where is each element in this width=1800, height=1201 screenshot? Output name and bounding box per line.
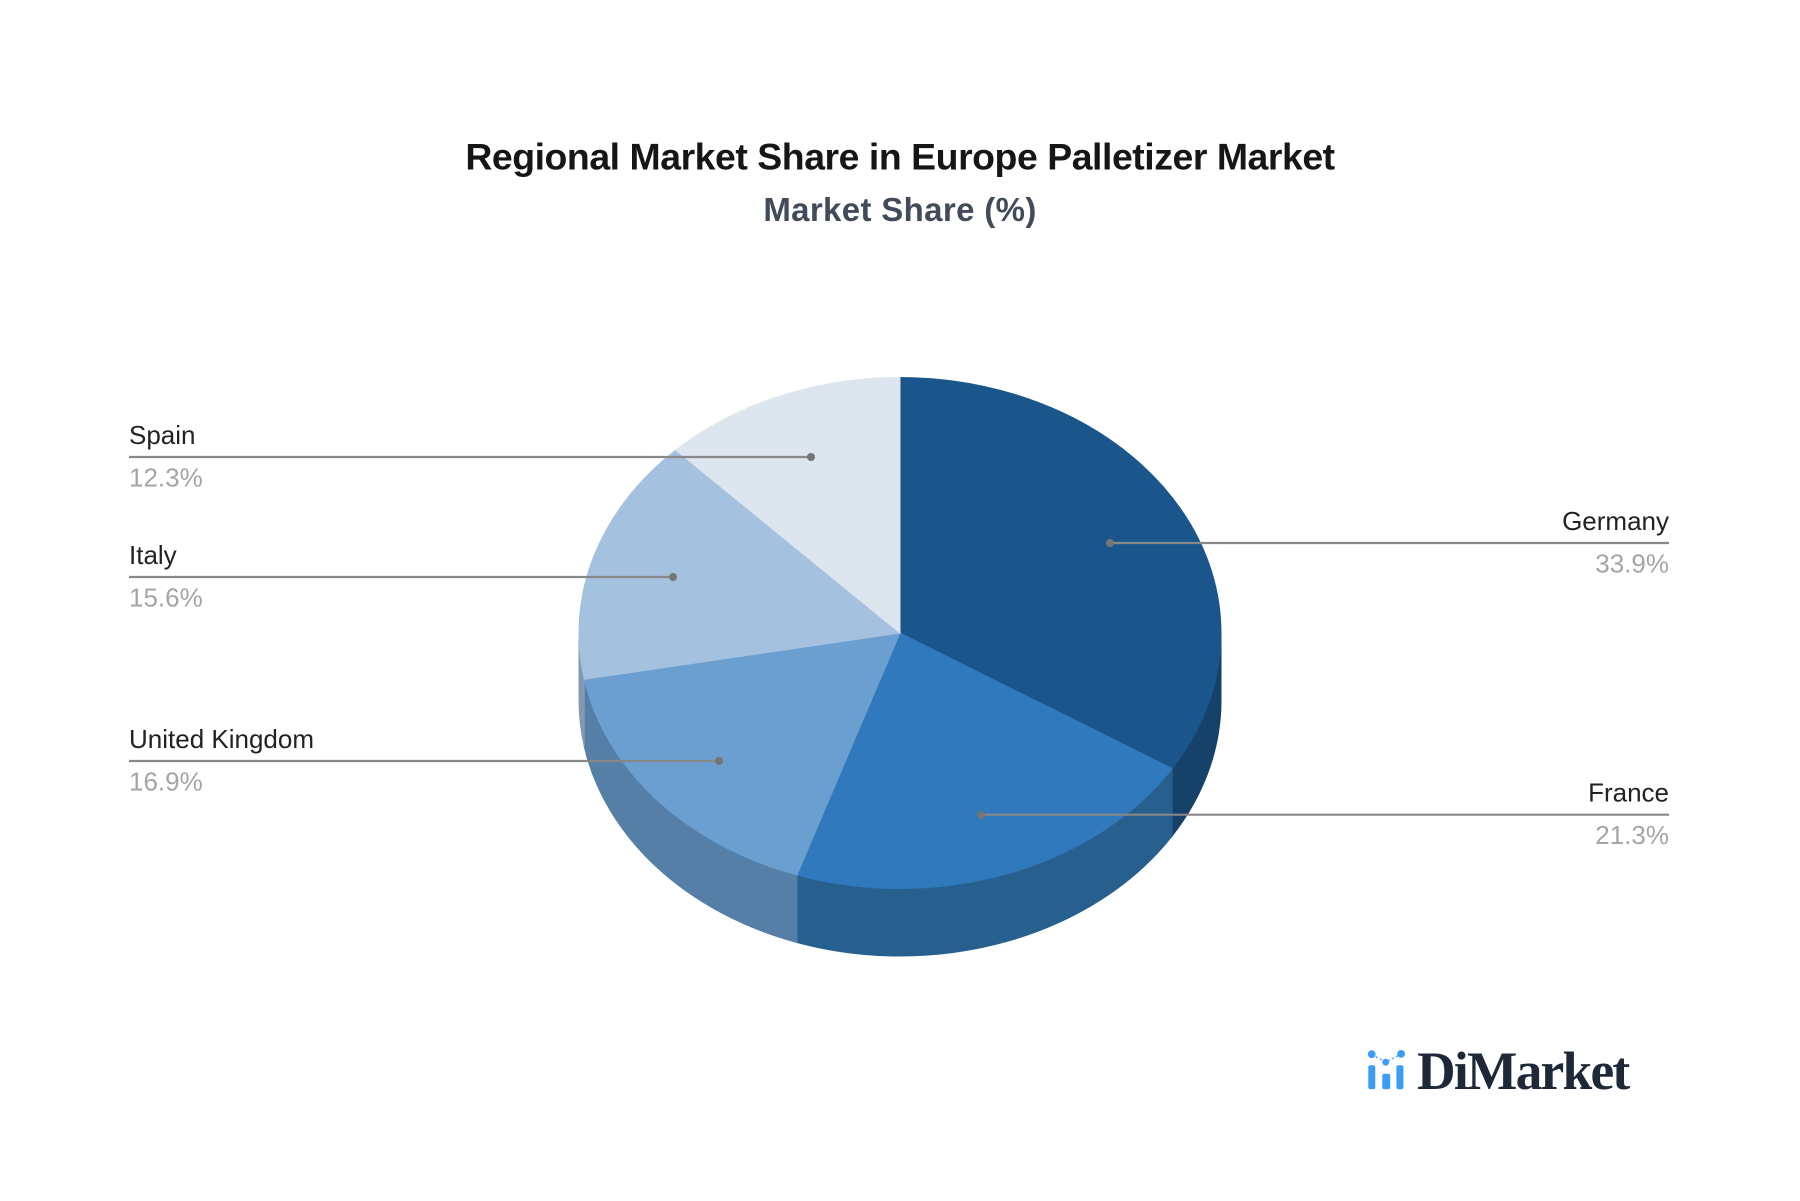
svg-text:Germany: Germany bbox=[1562, 506, 1669, 536]
svg-text:France: France bbox=[1588, 778, 1669, 808]
svg-text:DiMarket: DiMarket bbox=[1417, 1041, 1630, 1101]
svg-text:Italy: Italy bbox=[129, 540, 177, 570]
svg-text:16.9%: 16.9% bbox=[129, 767, 203, 797]
svg-text:Market Share (%): Market Share (%) bbox=[763, 191, 1036, 228]
svg-text:Regional Market Share in Europ: Regional Market Share in Europe Palletiz… bbox=[465, 136, 1334, 178]
svg-text:12.3%: 12.3% bbox=[129, 463, 203, 493]
svg-text:21.3%: 21.3% bbox=[1595, 820, 1669, 850]
svg-text:15.6%: 15.6% bbox=[129, 583, 203, 613]
svg-text:United Kingdom: United Kingdom bbox=[129, 724, 314, 754]
svg-text:Spain: Spain bbox=[129, 420, 196, 450]
svg-text:33.9%: 33.9% bbox=[1595, 549, 1669, 579]
